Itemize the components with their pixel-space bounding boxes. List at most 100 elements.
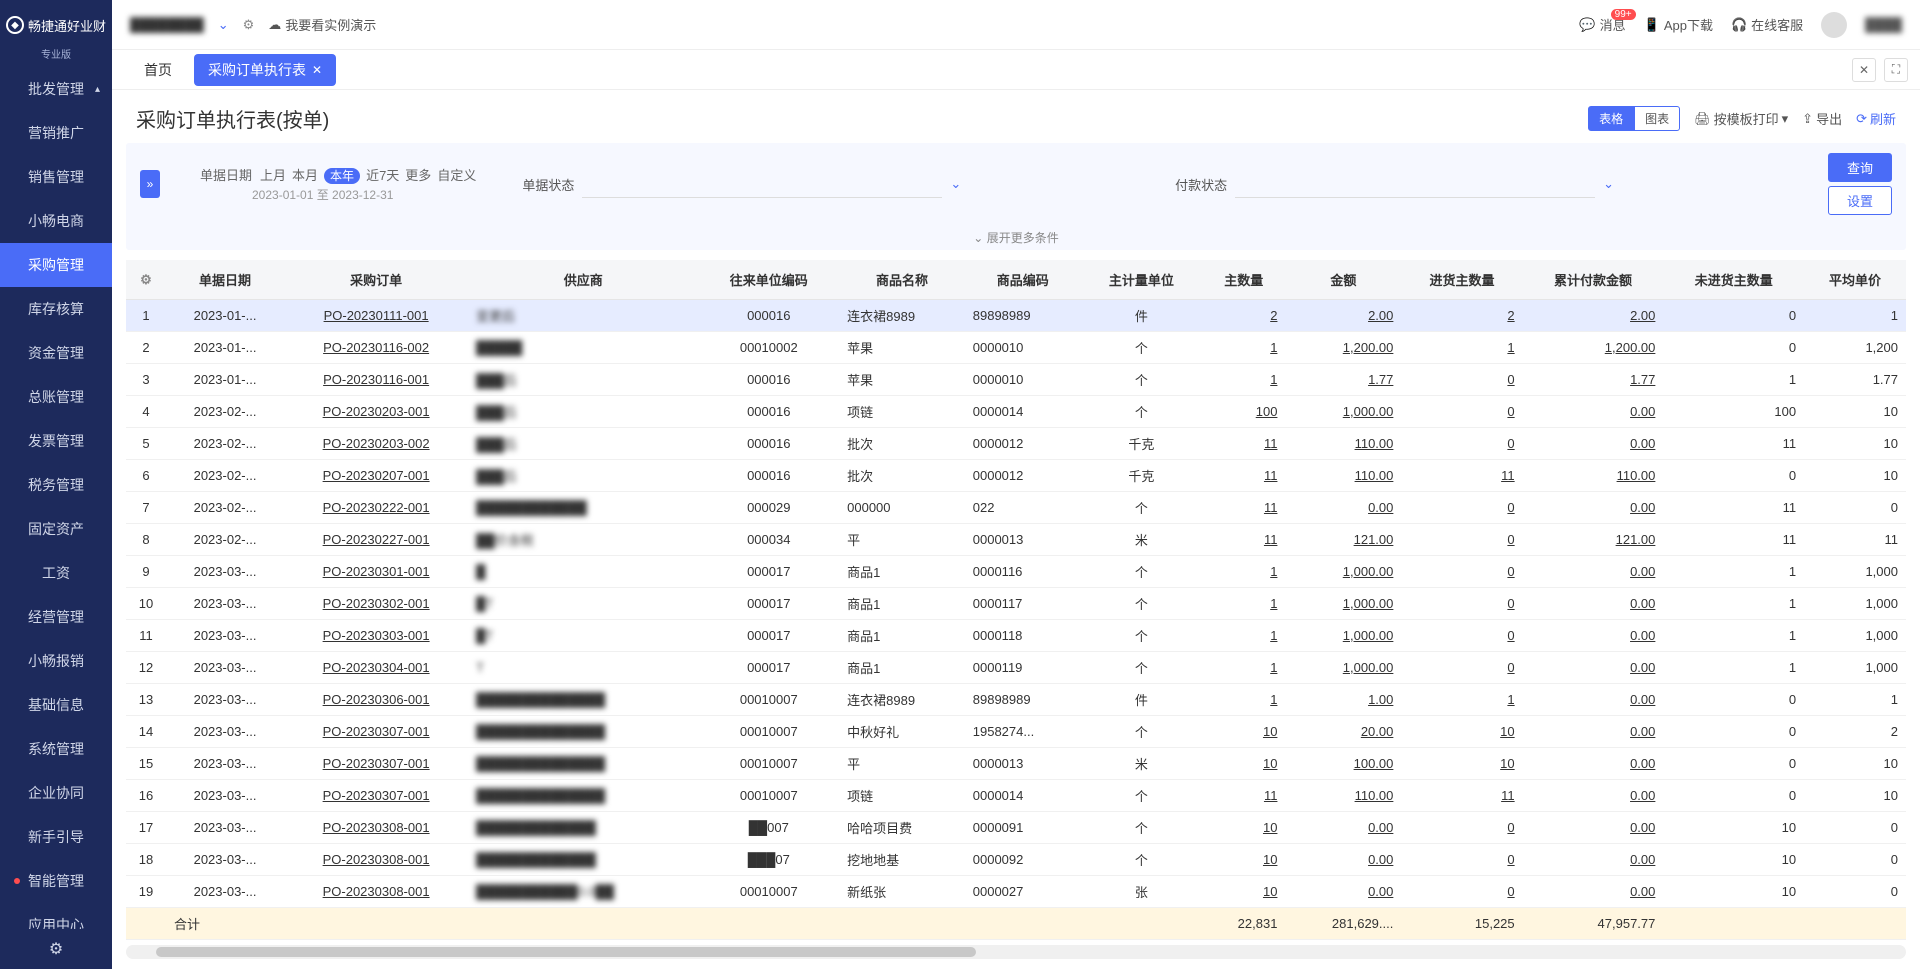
table-row[interactable]: 112023-03-...PO-20230303-001█T000017商品10…: [126, 620, 1906, 652]
table-row[interactable]: 22023-01-...PO-20230116-002█████00010002…: [126, 332, 1906, 364]
table-row[interactable]: 72023-02-...PO-20230222-001████████████0…: [126, 492, 1906, 524]
table-row[interactable]: 82023-02-...PO-20230227-001██价含税000034平0…: [126, 524, 1906, 556]
table-row[interactable]: 182023-03-...PO-20230308-001████████████…: [126, 844, 1906, 876]
po-link: PO-20230307-001: [284, 748, 468, 780]
total-value: [1804, 908, 1906, 940]
view-table-button[interactable]: 表格: [1588, 106, 1634, 131]
gear-icon[interactable]: ⚙: [243, 17, 255, 33]
sidebar-item[interactable]: 小畅报销: [0, 639, 112, 683]
sidebar-item[interactable]: 库存核算: [0, 287, 112, 331]
date-option[interactable]: 本年: [324, 168, 360, 184]
chevron-down-icon[interactable]: ⌄: [218, 17, 229, 33]
fullscreen-icon[interactable]: ⛶: [1884, 58, 1908, 82]
sidebar-item[interactable]: 销售管理: [0, 155, 112, 199]
table-row[interactable]: 92023-03-...PO-20230301-001█000017商品1000…: [126, 556, 1906, 588]
sidebar-item[interactable]: 资金管理: [0, 331, 112, 375]
tab-home[interactable]: 首页: [130, 54, 186, 86]
table-header[interactable]: 商品名称: [839, 260, 965, 300]
date-option[interactable]: 自定义: [437, 168, 476, 183]
settings-icon[interactable]: ⚙: [0, 929, 112, 969]
table-header[interactable]: 平均单价: [1804, 260, 1906, 300]
chevron-down-icon[interactable]: ⌄: [1603, 176, 1614, 192]
table-header[interactable]: 单据日期: [166, 260, 284, 300]
customer-service-button[interactable]: 🎧 在线客服: [1731, 15, 1803, 34]
sidebar-item[interactable]: 系统管理: [0, 727, 112, 771]
table-header[interactable]: 采购订单: [284, 260, 468, 300]
sidebar-item[interactable]: 基础信息: [0, 683, 112, 727]
sidebar-item[interactable]: 新手引导: [0, 815, 112, 859]
horizontal-scrollbar[interactable]: [126, 945, 1906, 959]
table-row[interactable]: 162023-03-...PO-20230307-001████████████…: [126, 780, 1906, 812]
table-header[interactable]: 未进货主数量: [1663, 260, 1804, 300]
brand-name: 畅捷通好业财: [28, 16, 106, 35]
total-value: 22,831: [1202, 908, 1285, 940]
table-row[interactable]: 122023-03-...PO-20230304-001T000017商品100…: [126, 652, 1906, 684]
export-icon: ⇪: [1802, 111, 1813, 127]
print-button[interactable]: 🖨 按模板打印 ▾: [1694, 109, 1788, 128]
date-option[interactable]: 本月: [292, 168, 318, 183]
table-row[interactable]: 52023-02-...PO-20230203-002███后000016批次0…: [126, 428, 1906, 460]
sidebar-item[interactable]: 小畅电商: [0, 199, 112, 243]
refresh-button[interactable]: ⟳ 刷新: [1856, 109, 1896, 128]
date-option[interactable]: 近7天: [366, 168, 399, 183]
phone-icon: 📱: [1644, 17, 1660, 33]
table-row[interactable]: 132023-03-...PO-20230306-001████████████…: [126, 684, 1906, 716]
config-button[interactable]: 设置: [1828, 186, 1892, 215]
table-header[interactable]: 累计付款金额: [1523, 260, 1664, 300]
total-value: [965, 908, 1081, 940]
page-title: 采购订单执行表(按单): [136, 104, 329, 133]
table-header[interactable]: 主计量单位: [1081, 260, 1202, 300]
scrollbar-thumb[interactable]: [156, 947, 976, 957]
sidebar-item[interactable]: 发票管理: [0, 419, 112, 463]
sidebar-item[interactable]: 经营管理: [0, 595, 112, 639]
sidebar-item[interactable]: 总账管理: [0, 375, 112, 419]
table-header[interactable]: 往来单位编码: [698, 260, 839, 300]
gear-icon[interactable]: ⚙: [140, 272, 152, 287]
expand-handle[interactable]: »: [140, 170, 160, 198]
view-toggle: 表格 图表: [1588, 106, 1680, 131]
chevron-down-icon[interactable]: ⌄: [950, 176, 961, 192]
table-header[interactable]: 金额: [1285, 260, 1401, 300]
view-chart-button[interactable]: 图表: [1634, 106, 1680, 131]
table-row[interactable]: 152023-03-...PO-20230307-001████████████…: [126, 748, 1906, 780]
export-button[interactable]: ⇪ 导出: [1802, 109, 1842, 128]
sidebar-item[interactable]: 批发管理: [0, 67, 112, 111]
username[interactable]: ████: [1865, 17, 1902, 32]
po-link: PO-20230116-001: [284, 364, 468, 396]
demo-link[interactable]: ☁ 我要看实例演示: [268, 15, 376, 34]
po-link: PO-20230303-001: [284, 620, 468, 652]
table-row[interactable]: 192023-03-...PO-20230308-001███████████0…: [126, 876, 1906, 908]
sidebar-item[interactable]: 税务管理: [0, 463, 112, 507]
sidebar-item[interactable]: 固定资产: [0, 507, 112, 551]
close-icon[interactable]: ✕: [312, 63, 322, 77]
table-row[interactable]: 172023-03-...PO-20230308-001████████████…: [126, 812, 1906, 844]
date-option[interactable]: 上月: [260, 168, 286, 183]
expand-more-button[interactable]: ⌄ 展开更多条件: [126, 225, 1906, 250]
date-option[interactable]: 更多: [405, 168, 431, 183]
table-header[interactable]: 商品编码: [965, 260, 1081, 300]
pay-select[interactable]: [1235, 170, 1595, 198]
tab-purchase-exec[interactable]: 采购订单执行表 ✕: [194, 54, 336, 86]
sidebar-item[interactable]: 企业协同: [0, 771, 112, 815]
sidebar-item[interactable]: 采购管理: [0, 243, 112, 287]
table-row[interactable]: 102023-03-...PO-20230302-001█T000017商品10…: [126, 588, 1906, 620]
table-row[interactable]: 62023-02-...PO-20230207-001███后000016批次0…: [126, 460, 1906, 492]
table-row[interactable]: 42023-02-...PO-20230203-001███后000016项链0…: [126, 396, 1906, 428]
close-all-icon[interactable]: ✕: [1852, 58, 1876, 82]
table-header[interactable]: 进货主数量: [1401, 260, 1522, 300]
sidebar-item[interactable]: 工资: [0, 551, 112, 595]
org-selector[interactable]: ████████: [130, 17, 204, 32]
table-header[interactable]: 供应商: [468, 260, 698, 300]
sidebar-item[interactable]: 应用中心: [0, 903, 112, 929]
query-button[interactable]: 查询: [1828, 153, 1892, 182]
sidebar-item[interactable]: 智能管理: [0, 859, 112, 903]
avatar[interactable]: [1821, 12, 1847, 38]
status-select[interactable]: [582, 170, 942, 198]
table-row[interactable]: 32023-01-...PO-20230116-001███后000016苹果0…: [126, 364, 1906, 396]
app-download-button[interactable]: 📱 App下载: [1644, 15, 1713, 34]
sidebar-item[interactable]: 营销推广: [0, 111, 112, 155]
table-row[interactable]: 12023-01-...PO-20230111-001变更后000016连衣裙8…: [126, 300, 1906, 332]
table-row[interactable]: 142023-03-...PO-20230307-001████████████…: [126, 716, 1906, 748]
table-header[interactable]: 主数量: [1202, 260, 1285, 300]
messages-button[interactable]: 💬 消息 99+: [1579, 15, 1625, 34]
